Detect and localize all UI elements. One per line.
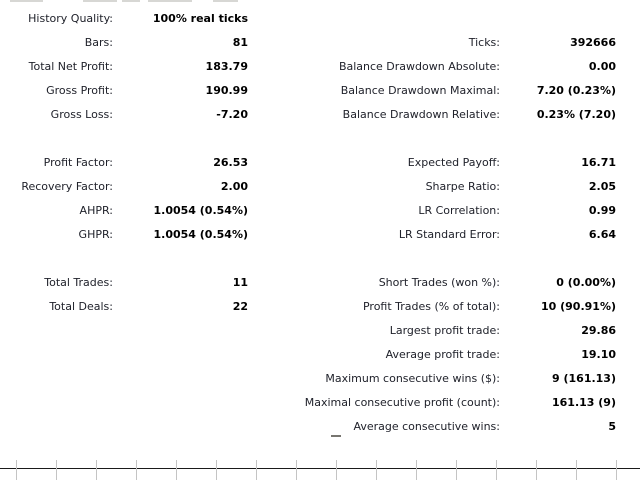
- report-right-label: Balance Drawdown Absolute:: [338, 60, 500, 73]
- report-right-label: Balance Drawdown Maximal:: [340, 84, 500, 97]
- report-row: GHPR: 1.0054 (0.54%) LR Standard Error: 6.6…: [0, 223, 640, 247]
- report-left-value: 81: [232, 36, 248, 49]
- report-right-value: 29.86: [581, 324, 616, 337]
- axis-tick: [456, 460, 457, 480]
- chart-edge-speck: [331, 435, 341, 437]
- axis-tick: [16, 460, 17, 480]
- report-left-label: Recovery Factor:: [21, 180, 113, 193]
- report-row: Bars: 81 Ticks: 392666: [0, 31, 640, 55]
- report-table[interactable]: History Quality: 100% real ticks Bars: 81 Ti…: [0, 7, 640, 439]
- report-left-value: 1.0054 (0.54%): [153, 228, 249, 241]
- report-right-value: 0 (0.00%): [556, 276, 616, 289]
- report-right-label: Profit Trades (% of total):: [362, 300, 500, 313]
- report-right-value: 6.64: [588, 228, 616, 241]
- chart-x-axis: [0, 455, 640, 480]
- report-row: Profit Factor: 26.53 Expected Payoff: 16.71: [0, 151, 640, 175]
- report-right-label: Average profit trade:: [385, 348, 500, 361]
- report-row: AHPR: 1.0054 (0.54%) LR Correlation: 0.99: [0, 199, 640, 223]
- report-left-label: Total Trades:: [44, 276, 113, 289]
- report-left-label: Bars:: [84, 36, 113, 49]
- axis-tick: [296, 460, 297, 480]
- report-row-spacer: [0, 247, 640, 271]
- report-left-value: 2.00: [220, 180, 248, 193]
- axis-tick: [136, 460, 137, 480]
- report-right-label: Balance Drawdown Relative:: [342, 108, 500, 121]
- report-right-value: 392666: [570, 36, 616, 49]
- axis-tick: [376, 460, 377, 480]
- report-row: Maximum consecutive wins ($): 9 (161.13): [0, 367, 640, 391]
- axis-tick: [216, 460, 217, 480]
- report-left-value: -7.20: [216, 108, 248, 121]
- report-left-value: 1.0054 (0.54%): [153, 204, 249, 217]
- report-row: Recovery Factor: 2.00 Sharpe Ratio: 2.05: [0, 175, 640, 199]
- report-right-label: Short Trades (won %):: [378, 276, 500, 289]
- report-left-value: 100% real ticks: [152, 12, 248, 25]
- report-right-label: LR Correlation:: [418, 204, 500, 217]
- report-left-label: Total Deals:: [49, 300, 113, 313]
- axis-line: [0, 468, 640, 469]
- axis-tick: [576, 460, 577, 480]
- report-left-label: Profit Factor:: [43, 156, 113, 169]
- report-right-value: 5: [608, 420, 616, 433]
- report-row: Gross Profit: 190.99 Balance Drawdown Maxi…: [0, 79, 640, 103]
- report-row: Gross Loss: -7.20 Balance Drawdown Relativ…: [0, 103, 640, 127]
- report-right-value: 7.20 (0.23%): [536, 84, 616, 97]
- report-row-spacer: [0, 127, 640, 151]
- report-row: Average consecutive wins: 5: [0, 415, 640, 439]
- clipped-row-remnant: [10, 0, 43, 2]
- report-left-value: 22: [232, 300, 248, 313]
- report-row: Average profit trade: 19.10: [0, 343, 640, 367]
- report-right-value: 16.71: [581, 156, 616, 169]
- report-right-value: 0.23% (7.20): [536, 108, 616, 121]
- report-right-label: LR Standard Error:: [398, 228, 500, 241]
- axis-tick: [96, 460, 97, 480]
- report-right-value: 9 (161.13): [552, 372, 616, 385]
- report-row: Total Deals: 22 Profit Trades (% of total)…: [0, 295, 640, 319]
- report-right-label: Expected Payoff:: [407, 156, 500, 169]
- report-row: Maximal consecutive profit (count): 161.1…: [0, 391, 640, 415]
- report-right-label: Ticks:: [468, 36, 500, 49]
- axis-tick: [176, 460, 177, 480]
- clipped-row-remnant: [148, 0, 192, 2]
- report-right-label: Sharpe Ratio:: [425, 180, 500, 193]
- report-row: Total Trades: 11 Short Trades (won %): 0 (0…: [0, 271, 640, 295]
- clipped-row-remnant: [83, 0, 117, 2]
- report-left-value: 26.53: [213, 156, 248, 169]
- axis-tick: [416, 460, 417, 480]
- report-right-value: 19.10: [581, 348, 616, 361]
- report-left-label: Total Net Profit:: [28, 60, 113, 73]
- report-right-value: 10 (90.91%): [540, 300, 616, 313]
- report-left-label: AHPR:: [79, 204, 113, 217]
- report-right-label: Average consecutive wins:: [353, 420, 500, 433]
- report-left-label: Gross Loss:: [50, 108, 113, 121]
- axis-tick: [496, 460, 497, 480]
- report-left-label: GHPR:: [78, 228, 113, 241]
- report-left-value: 183.79: [205, 60, 248, 73]
- report-row: Largest profit trade: 29.86: [0, 319, 640, 343]
- axis-tick: [336, 460, 337, 480]
- report-row: History Quality: 100% real ticks: [0, 7, 640, 31]
- report-right-value: 2.05: [588, 180, 616, 193]
- report-left-label: Gross Profit:: [46, 84, 113, 97]
- report-right-value: 0.99: [588, 204, 616, 217]
- axis-tick: [536, 460, 537, 480]
- report-right-label: Largest profit trade:: [389, 324, 500, 337]
- axis-tick: [56, 460, 57, 480]
- report-row: Total Net Profit: 183.79 Balance Drawdown …: [0, 55, 640, 79]
- report-left-label: History Quality:: [28, 12, 113, 25]
- axis-tick: [616, 460, 617, 480]
- report-right-label: Maximum consecutive wins ($):: [325, 372, 500, 385]
- report-left-value: 190.99: [205, 84, 248, 97]
- clipped-row-remnant: [213, 0, 238, 2]
- clipped-row-remnant: [122, 0, 140, 2]
- report-right-label: Maximal consecutive profit (count):: [304, 396, 500, 409]
- report-right-value: 161.13 (9): [552, 396, 616, 409]
- axis-tick: [256, 460, 257, 480]
- report-right-value: 0.00: [588, 60, 616, 73]
- report-left-value: 11: [232, 276, 248, 289]
